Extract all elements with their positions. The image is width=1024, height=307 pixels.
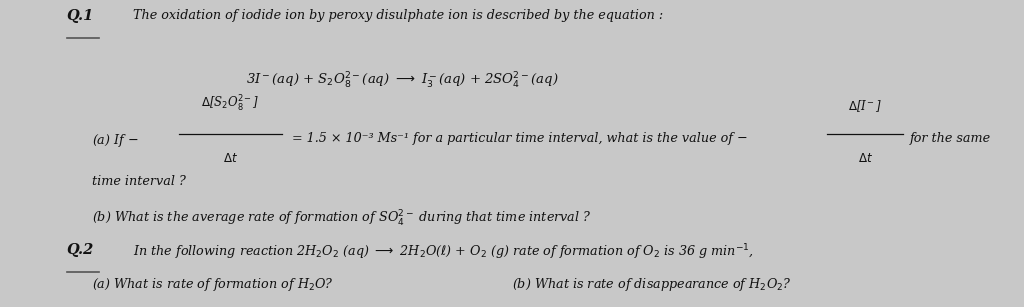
Text: $\Delta t$: $\Delta t$: [223, 152, 238, 165]
Text: (a) If $-$: (a) If $-$: [92, 132, 139, 149]
Text: $\Delta$[S$_2$O$_8^{2-}$]: $\Delta$[S$_2$O$_8^{2-}$]: [201, 94, 260, 114]
Text: Q.2: Q.2: [67, 243, 94, 257]
Text: 3I$^-$(aq) + S$_2$O$_8^{2-}$(aq) $\longrightarrow$ I$_3^-$(aq) + 2SO$_4^{2-}$(aq: 3I$^-$(aq) + S$_2$O$_8^{2-}$(aq) $\longr…: [246, 71, 558, 91]
Text: = 1.5 × 10⁻³ Ms⁻¹ for a particular time interval, what is the value of −: = 1.5 × 10⁻³ Ms⁻¹ for a particular time …: [292, 132, 748, 145]
Text: (b) What is rate of disappearance of H$_2$O$_2$?: (b) What is rate of disappearance of H$_…: [512, 276, 792, 293]
Text: time interval ?: time interval ?: [92, 175, 186, 188]
Text: (b) What is the average rate of formation of SO$_4^{2-}$ during that time interv: (b) What is the average rate of formatio…: [92, 209, 592, 229]
Text: Q.1: Q.1: [67, 9, 94, 23]
Text: (a) What is rate of formation of H$_2$O?: (a) What is rate of formation of H$_2$O?: [92, 276, 334, 293]
Text: In the following reaction 2H$_2$O$_2$ (aq) $\longrightarrow$ 2H$_2$O($\ell$) + O: In the following reaction 2H$_2$O$_2$ (a…: [133, 243, 754, 262]
Text: $\Delta$[I$^-$]: $\Delta$[I$^-$]: [848, 98, 883, 114]
Text: for the same: for the same: [909, 132, 990, 145]
Text: $\Delta t$: $\Delta t$: [858, 152, 872, 165]
Text: The oxidation of iodide ion by peroxy disulphate ion is described by the equatio: The oxidation of iodide ion by peroxy di…: [133, 9, 664, 22]
